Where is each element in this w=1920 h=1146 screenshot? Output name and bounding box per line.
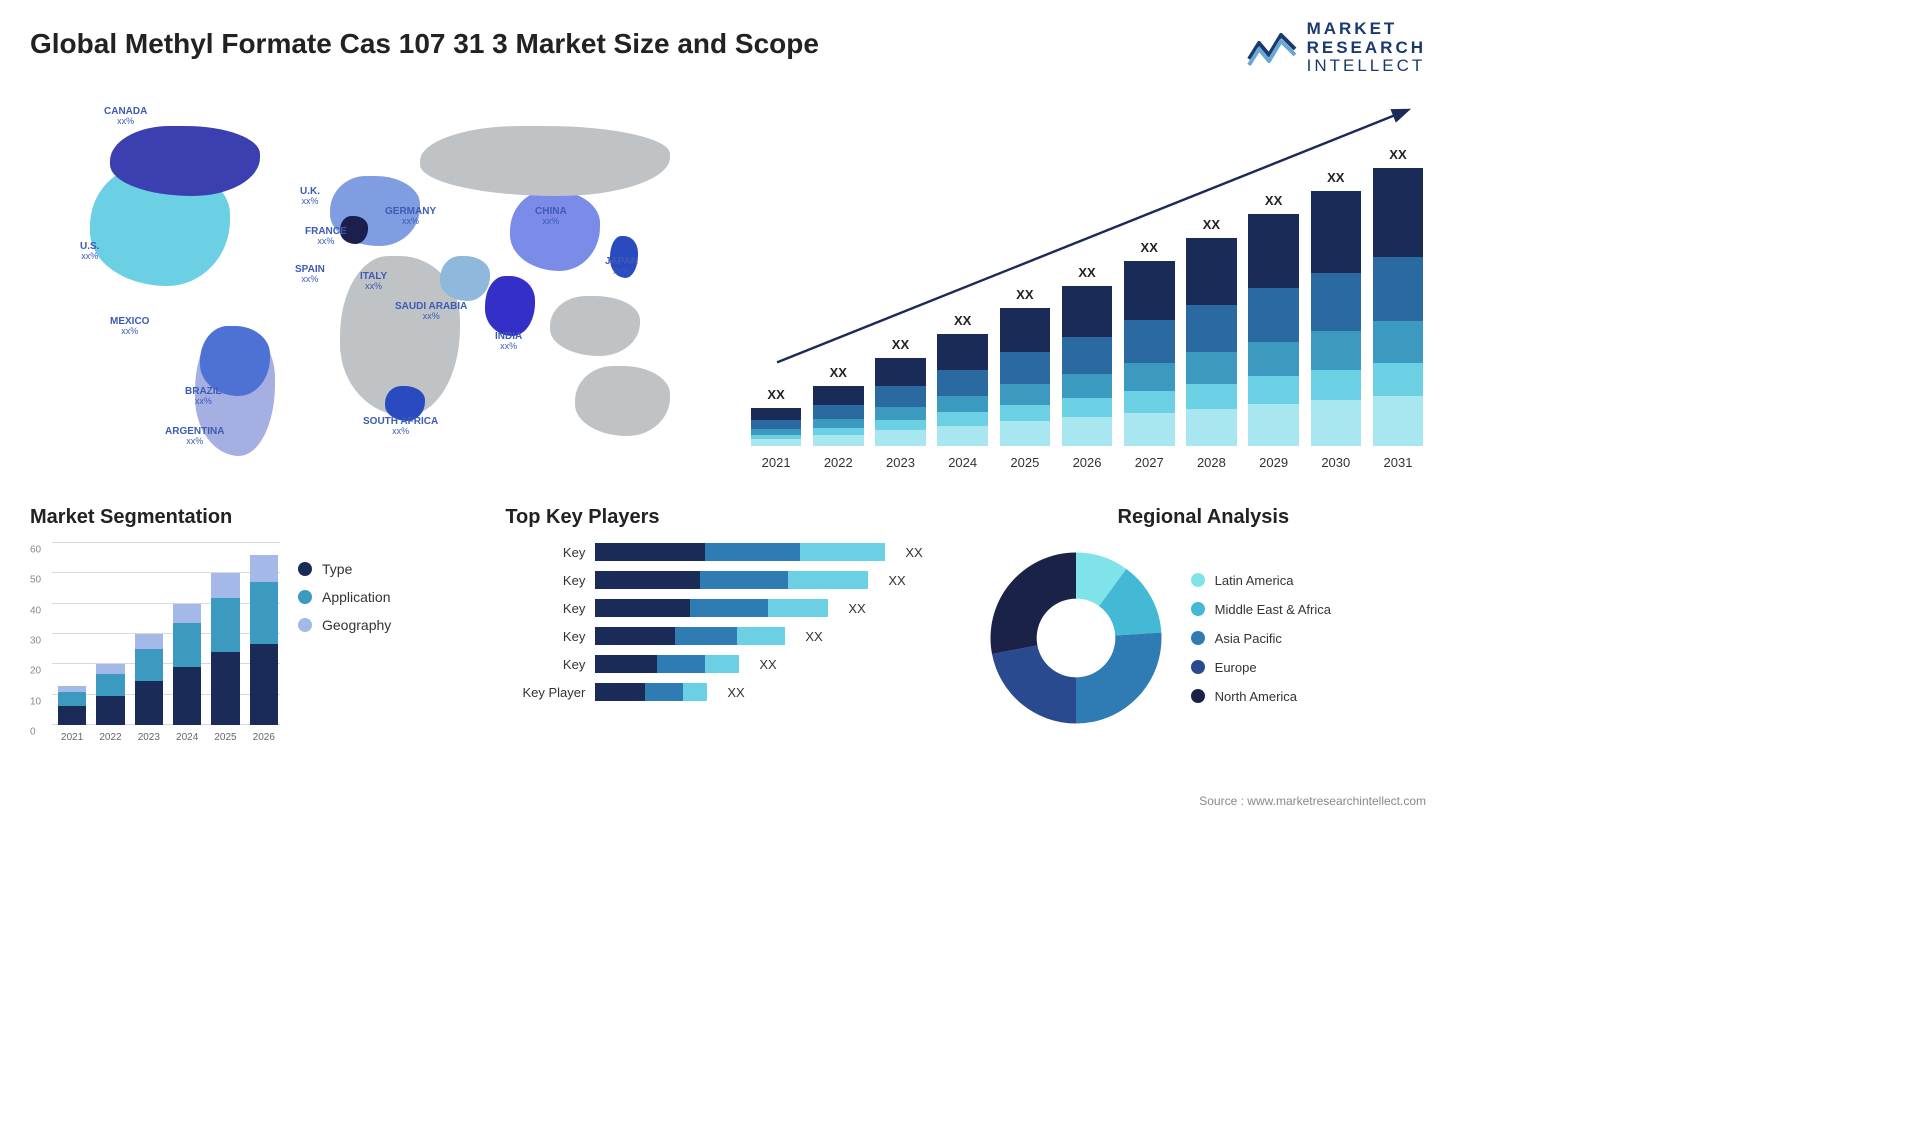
- map-label-argentina: ARGENTINAxx%: [165, 426, 224, 447]
- growth-bar-2029: XX: [1246, 193, 1302, 446]
- kp-row-3: KeyXX: [505, 627, 950, 645]
- regional-legend: Latin America Middle East & Africa Asia Pa…: [1191, 573, 1331, 704]
- map-region-se-asia: [550, 296, 640, 356]
- growth-bar-2028: XX: [1183, 217, 1239, 446]
- map-label-southafrica: SOUTH AFRICAxx%: [363, 416, 438, 437]
- logo-line2: RESEARCH: [1307, 39, 1426, 58]
- seg-legend-type: Type: [298, 561, 391, 577]
- regional-title: Regional Analysis: [981, 506, 1426, 529]
- donut-slice-europe: [992, 645, 1076, 723]
- growth-bar-2023: XX: [872, 337, 928, 446]
- brand-logo: MARKET RESEARCH INTELLECT: [1247, 20, 1426, 76]
- map-label-us: U.S.xx%: [80, 241, 99, 262]
- seg-bar-2021: [56, 686, 88, 725]
- map-label-mexico: MEXICOxx%: [110, 316, 149, 337]
- seg-bar-2025: [209, 573, 241, 725]
- region-legend-middle-east---africa: Middle East & Africa: [1191, 602, 1331, 617]
- regional-donut: [981, 543, 1171, 733]
- map-region-india: [485, 276, 535, 336]
- kp-row-2: KeyXX: [505, 599, 950, 617]
- seg-bar-2024: [171, 604, 203, 725]
- kp-row-4: KeyXX: [505, 655, 950, 673]
- brand-logo-icon: [1247, 29, 1297, 67]
- region-legend-north-america: North America: [1191, 689, 1331, 704]
- seg-bar-2022: [94, 664, 126, 725]
- map-region-china: [510, 191, 600, 271]
- map-label-brazil: BRAZILxx%: [185, 386, 222, 407]
- map-region-middle-east: [440, 256, 490, 301]
- region-legend-europe: Europe: [1191, 660, 1331, 675]
- map-label-france: FRANCExx%: [305, 226, 347, 247]
- map-label-uk: U.K.xx%: [300, 186, 320, 207]
- regional-panel: Regional Analysis Latin America Middle Ea…: [981, 506, 1426, 743]
- seg-legend-application: Application: [298, 589, 391, 605]
- world-map: CANADAxx% U.S.xx% MEXICOxx% BRAZILxx% ARGENT…: [30, 96, 708, 476]
- map-region-russia: [420, 126, 670, 196]
- segmentation-title: Market Segmentation: [30, 506, 475, 529]
- page-title: Global Methyl Formate Cas 107 31 3 Marke…: [30, 20, 1247, 60]
- map-label-saudiarabia: SAUDI ARABIAxx%: [395, 301, 467, 322]
- logo-line1: MARKET: [1307, 20, 1426, 39]
- map-label-spain: SPAINxx%: [295, 264, 325, 285]
- kp-row-0: KeyXX: [505, 543, 950, 561]
- growth-bar-2024: XX: [935, 313, 991, 446]
- kp-row-5: Key PlayerXX: [505, 683, 950, 701]
- seg-bar-2023: [133, 634, 165, 725]
- growth-bar-2021: XX: [748, 387, 804, 446]
- map-label-canada: CANADAxx%: [104, 106, 147, 127]
- seg-legend-geography: Geography: [298, 617, 391, 633]
- region-legend-asia-pacific: Asia Pacific: [1191, 631, 1331, 646]
- growth-bar-2025: XX: [997, 287, 1053, 446]
- map-label-china: CHINAxx%: [535, 206, 567, 227]
- growth-bar-2026: XX: [1059, 265, 1115, 446]
- seg-bar-2026: [248, 555, 280, 725]
- segmentation-panel: Market Segmentation 20212022202320242025…: [30, 506, 475, 743]
- kp-row-1: KeyXX: [505, 571, 950, 589]
- map-label-india: INDIAxx%: [495, 331, 522, 352]
- key-players-title: Top Key Players: [505, 506, 950, 529]
- growth-bar-2030: XX: [1308, 170, 1364, 446]
- map-region-australia: [575, 366, 670, 436]
- growth-bar-2022: XX: [810, 365, 866, 446]
- map-label-germany: GERMANYxx%: [385, 206, 436, 227]
- donut-slice-asia-pacific: [1076, 633, 1162, 724]
- donut-slice-north-america: [990, 553, 1076, 655]
- map-label-italy: ITALYxx%: [360, 271, 387, 292]
- region-legend-latin-america: Latin America: [1191, 573, 1331, 588]
- growth-bar-2027: XX: [1121, 240, 1177, 446]
- map-region-canada: [110, 126, 260, 196]
- segmentation-legend: Type Application Geography: [298, 561, 391, 633]
- segmentation-chart: 202120222023202420252026 0102030405060: [30, 543, 280, 743]
- growth-bar-2031: XX: [1370, 147, 1426, 446]
- logo-line3: INTELLECT: [1307, 57, 1426, 76]
- map-label-japan: JAPANxx%: [605, 256, 638, 277]
- growth-bar-chart: XXXXXXXXXXXXXXXXXXXXXX 20212022202320242…: [748, 96, 1426, 476]
- source-text: Source : www.marketresearchintellect.com: [1199, 794, 1426, 808]
- key-players-panel: Top Key Players KeyXX KeyXX KeyXX KeyXX KeyX…: [505, 506, 950, 743]
